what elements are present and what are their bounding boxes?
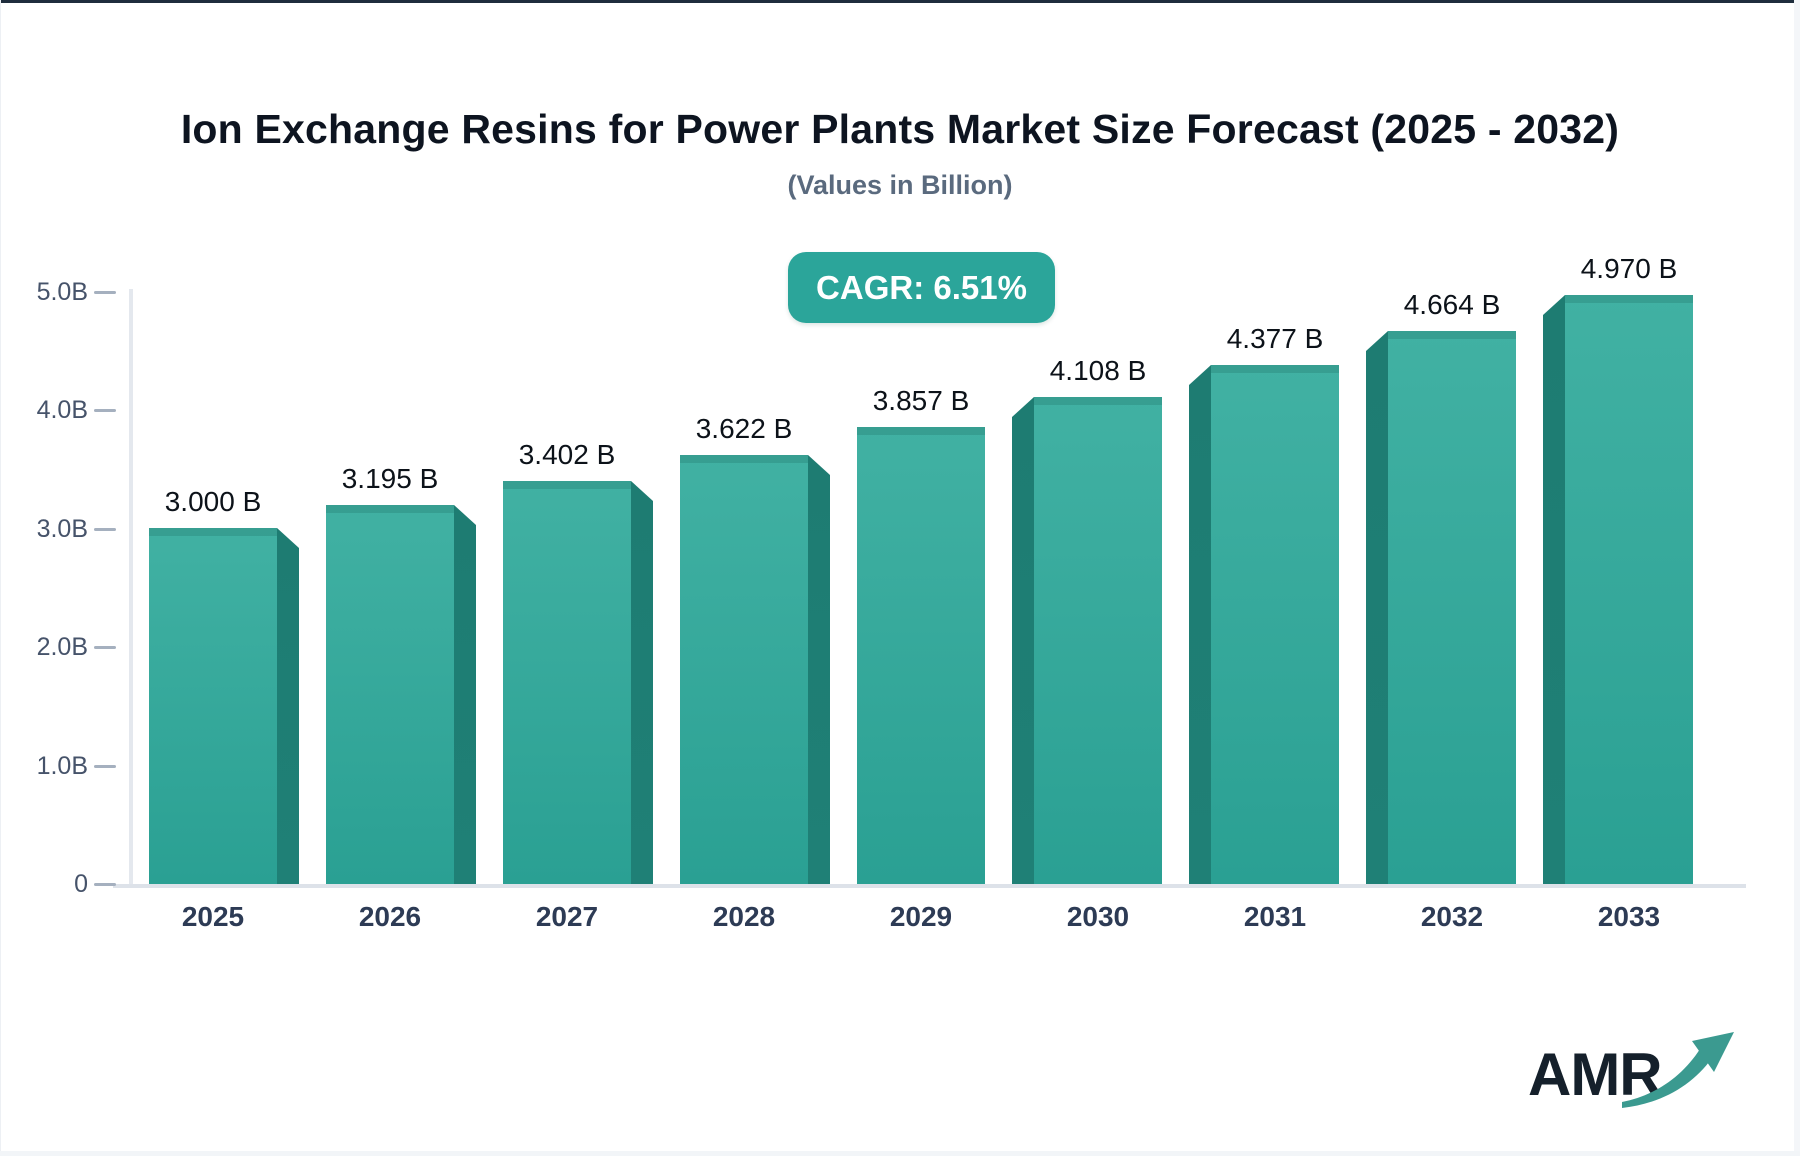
amr-logo: AMR <box>1528 1028 1748 1123</box>
bar-top-edge <box>149 528 277 536</box>
bar <box>1388 331 1516 884</box>
bar-side-face <box>277 528 299 884</box>
x-axis-category-label: 2033 <box>1597 901 1661 932</box>
y-axis-tick <box>94 646 116 649</box>
bar-side-face <box>1189 365 1211 884</box>
bar-top-edge <box>1034 397 1162 405</box>
bar <box>680 455 808 884</box>
x-axis-category-label: 2028 <box>712 901 776 932</box>
bar-top-edge <box>503 481 631 489</box>
bar-value-label: 3.857 B <box>872 385 970 416</box>
bar-side-face <box>631 481 653 884</box>
bar-top-edge <box>680 455 808 463</box>
bar-value-label: 4.970 B <box>1580 253 1678 284</box>
bar-value-label: 3.402 B <box>518 439 616 470</box>
x-axis-category-label: 2032 <box>1420 901 1484 932</box>
y-axis-tick <box>94 409 116 412</box>
top-border <box>0 0 1800 3</box>
amr-logo-text: AMR <box>1528 1041 1663 1108</box>
chart-subtitle: (Values in Billion) <box>787 170 1013 200</box>
bar-side-face <box>1012 397 1034 884</box>
bar-side-face <box>808 455 830 884</box>
bar-top-edge <box>326 505 454 513</box>
bar <box>503 481 631 884</box>
bar-value-label: 4.377 B <box>1226 323 1324 354</box>
bar <box>857 427 985 884</box>
bar-top-edge <box>1211 365 1339 373</box>
bottom-border <box>0 1151 1800 1156</box>
bar-value-label: 4.664 B <box>1403 289 1501 320</box>
y-axis-tick <box>94 883 116 886</box>
x-axis-category-label: 2025 <box>181 901 245 932</box>
bar-side-face <box>454 505 476 884</box>
y-axis-label: 2.0B <box>36 633 88 661</box>
y-axis-label: 0 <box>74 870 88 898</box>
y-axis-label: 1.0B <box>36 751 88 780</box>
amr-logo-growth-arrow-icon <box>1622 1032 1734 1108</box>
x-axis-category-label: 2027 <box>535 901 599 932</box>
cagr-badge: CAGR: 6.51% <box>788 252 1055 323</box>
x-axis-category-label: 2026 <box>358 901 422 932</box>
y-axis-line <box>129 289 133 888</box>
bar-top-edge <box>1388 331 1516 339</box>
x-axis-category-label: 2031 <box>1243 901 1307 932</box>
chart-title: Ion Exchange Resins for Power Plants Mar… <box>180 106 1620 152</box>
bar <box>1211 365 1339 884</box>
y-axis-tick <box>94 527 116 531</box>
y-axis-label: 4.0B <box>36 396 88 424</box>
bar-top-edge <box>1565 295 1693 303</box>
x-axis-category-label: 2030 <box>1066 901 1130 932</box>
bar <box>1565 295 1693 884</box>
y-axis-label: 5.0B <box>36 277 88 306</box>
bar-value-label: 3.195 B <box>341 463 439 494</box>
bar-value-label: 4.108 B <box>1049 355 1147 386</box>
bar-side-face <box>1543 295 1565 884</box>
bar <box>149 528 277 884</box>
left-border <box>0 0 1 1156</box>
x-axis-baseline <box>113 884 1746 888</box>
bar-value-label: 3.622 B <box>695 413 793 444</box>
bar-side-face <box>1366 331 1388 884</box>
bar <box>326 505 454 884</box>
y-axis-tick <box>94 290 116 294</box>
right-border <box>1794 0 1800 1156</box>
bar-value-label: 3.000 B <box>164 486 262 517</box>
y-axis-tick <box>94 764 116 768</box>
x-axis-category-label: 2029 <box>889 901 953 932</box>
cagr-badge-label: CAGR: 6.51% <box>816 269 1027 306</box>
bar-top-edge <box>857 427 985 435</box>
bar <box>1034 397 1162 884</box>
y-axis-label: 3.0B <box>36 514 88 543</box>
